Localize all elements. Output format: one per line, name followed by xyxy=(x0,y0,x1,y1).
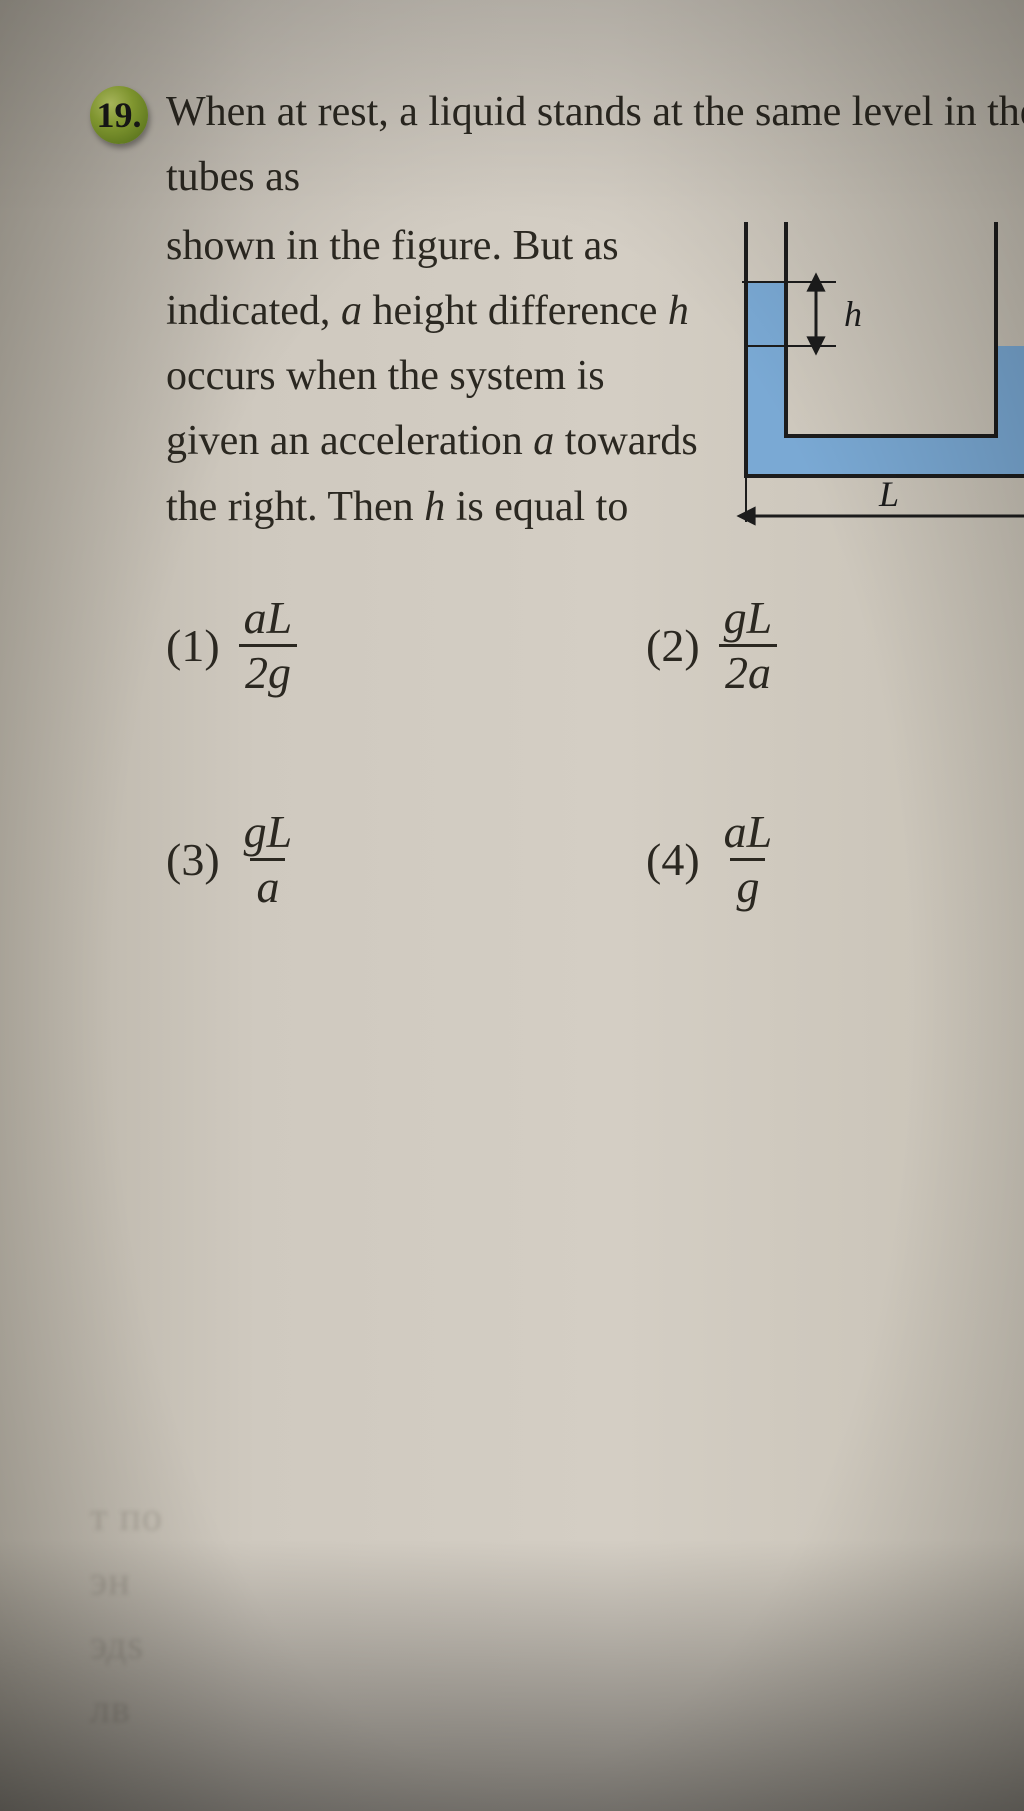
svg-text:L: L xyxy=(878,474,899,514)
options-right-col: (2) gL 2a (4) aL g xyxy=(646,594,1024,911)
question-intro-text: When at rest, a liquid stands at the sam… xyxy=(166,80,1024,210)
option-2-tag: (2) xyxy=(646,619,700,672)
question-body: When at rest, a liquid stands at the sam… xyxy=(166,80,1024,911)
question-block: 19. When at rest, a liquid stands at the… xyxy=(90,80,964,911)
text-and-figure-row: shown in the figure. But as indicated, a… xyxy=(166,214,1024,544)
svg-text:h: h xyxy=(844,294,862,334)
option-2: (2) gL 2a xyxy=(646,594,1024,698)
option-1-tag: (1) xyxy=(166,619,220,672)
option-2-num: gL xyxy=(718,594,779,644)
question-body-text: shown in the figure. But as indicated, a… xyxy=(166,223,698,529)
option-3: (3) gL a xyxy=(166,808,586,912)
option-1-fraction: aL 2g xyxy=(238,594,299,698)
u-tube-svg: hLa xyxy=(726,214,1024,544)
option-3-num: gL xyxy=(238,808,299,858)
bleed-through-text: т поэнэдsлв xyxy=(90,1485,163,1741)
u-tube-figure: hLa xyxy=(726,214,1024,544)
figure-column: hLa xyxy=(726,214,1024,544)
question-number-badge: 19. xyxy=(90,86,148,144)
option-2-den: 2a xyxy=(719,644,777,697)
options-left-col: (1) aL 2g (3) gL a xyxy=(166,594,586,911)
option-4-den: g xyxy=(730,858,765,911)
option-3-den: a xyxy=(250,858,285,911)
option-4: (4) aL g xyxy=(646,808,1024,912)
option-2-fraction: gL 2a xyxy=(718,594,779,698)
question-main-text: shown in the figure. But as indicated, a… xyxy=(166,214,698,539)
option-4-fraction: aL g xyxy=(718,808,779,912)
option-4-tag: (4) xyxy=(646,833,700,886)
option-1-den: 2g xyxy=(239,644,297,697)
option-3-fraction: gL a xyxy=(238,808,299,912)
question-number: 19. xyxy=(97,94,142,136)
page: 19. When at rest, a liquid stands at the… xyxy=(0,0,1024,1811)
option-4-num: aL xyxy=(718,808,779,858)
option-3-tag: (3) xyxy=(166,833,220,886)
options-grid: (1) aL 2g (3) gL a xyxy=(166,594,1024,911)
option-1-num: aL xyxy=(238,594,299,644)
option-1: (1) aL 2g xyxy=(166,594,586,698)
